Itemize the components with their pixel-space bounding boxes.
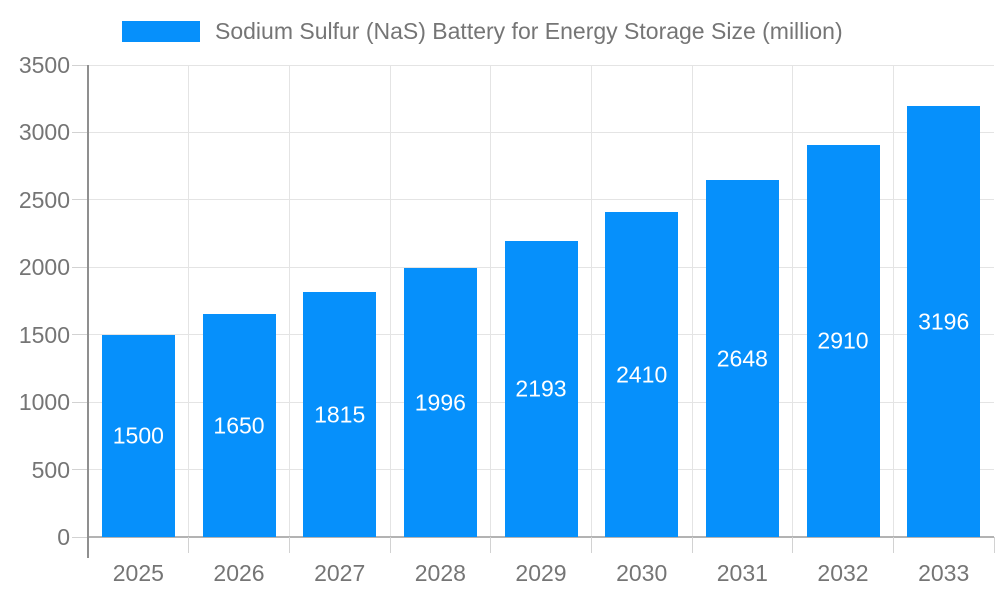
y-axis-label: 3000 [18, 119, 70, 146]
y-axis-tick [72, 401, 88, 403]
gridline-vertical [288, 65, 290, 537]
bar-2026[interactable] [202, 314, 276, 537]
legend-swatch [122, 21, 200, 42]
y-axis-label: 1500 [18, 321, 70, 348]
legend-item[interactable]: Sodium Sulfur (NaS) Battery for Energy S… [122, 18, 843, 45]
y-axis-tick [72, 536, 88, 538]
gridline-vertical [792, 65, 794, 537]
gridline-horizontal [88, 64, 994, 66]
bar-2032[interactable] [806, 145, 880, 537]
y-axis-tick [72, 334, 88, 336]
bar-2031[interactable] [705, 180, 779, 537]
x-axis-tick [792, 537, 794, 553]
y-axis-label: 0 [57, 524, 70, 550]
bar-value-label: 3196 [918, 308, 970, 334]
bar-value-label: 1500 [112, 422, 164, 449]
x-axis-baseline [88, 536, 994, 538]
bar-value-label: 2910 [817, 327, 869, 354]
bar-value-label: 2648 [716, 345, 768, 371]
bar-value-label: 1650 [213, 412, 265, 438]
y-axis-label: 2000 [18, 254, 70, 281]
y-axis-tick [72, 131, 88, 133]
bar-2027[interactable] [303, 292, 377, 537]
x-axis-tick [288, 537, 290, 553]
gridline-vertical [490, 65, 492, 537]
x-axis-label: 2030 [616, 560, 668, 586]
x-axis-label: 2026 [213, 560, 265, 586]
x-axis-label: 2033 [918, 560, 970, 586]
y-axis-tick [72, 199, 88, 201]
y-axis-label: 500 [31, 456, 70, 483]
x-axis-label: 2029 [515, 560, 567, 586]
bar-value-label: 1996 [414, 389, 466, 415]
x-axis-label: 2031 [716, 560, 768, 586]
y-axis-tick [72, 64, 88, 66]
x-axis-tick [389, 537, 391, 553]
bar-2029[interactable] [504, 241, 578, 537]
y-axis-label: 2500 [18, 186, 70, 213]
bar-value-label: 1815 [314, 401, 366, 427]
gridline-horizontal [88, 131, 994, 133]
y-axis-line [87, 65, 89, 558]
plot-area: 1500 1650 1815 1996 2193 2410 2648 2910 3196 [88, 64, 994, 538]
y-axis-tick [72, 266, 88, 268]
x-axis-label: 2025 [112, 560, 164, 586]
bar-2030[interactable] [605, 212, 679, 537]
y-axis-label: 3500 [18, 52, 70, 78]
x-axis-tick [590, 537, 592, 553]
y-axis-tick [72, 469, 88, 471]
gridline-vertical [691, 65, 693, 537]
x-axis-tick [993, 537, 995, 553]
legend-label: Sodium Sulfur (NaS) Battery for Energy S… [215, 18, 843, 44]
bar-2028[interactable] [403, 268, 477, 537]
bar-2033[interactable] [907, 106, 981, 537]
x-axis-tick [490, 537, 492, 553]
x-axis-label: 2027 [314, 560, 366, 586]
bar-value-label: 2193 [515, 375, 567, 402]
gridline-horizontal [88, 199, 994, 201]
bar-value-label: 2410 [616, 361, 668, 387]
y-axis-label: 1000 [18, 389, 70, 416]
gridline-vertical [389, 65, 391, 537]
x-axis-tick [188, 537, 190, 553]
x-axis-label: 2028 [414, 560, 466, 586]
x-axis-tick [892, 537, 894, 553]
bar-2025[interactable] [101, 335, 175, 537]
x-axis-label: 2032 [817, 560, 869, 586]
x-axis-tick [691, 537, 693, 553]
gridline-vertical [892, 65, 894, 537]
gridline-vertical [590, 65, 592, 537]
gridline-vertical [188, 65, 190, 537]
